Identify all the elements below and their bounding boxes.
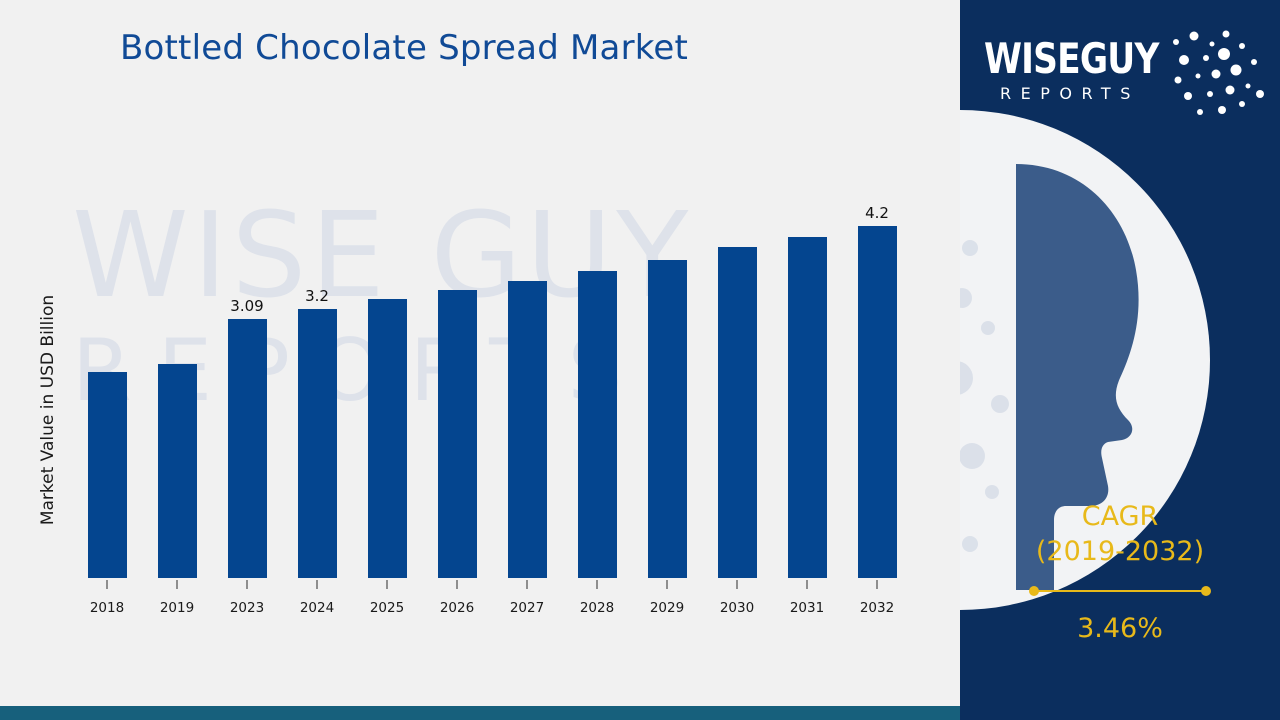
divider-dot-right xyxy=(1201,586,1211,597)
x-axis-tick xyxy=(876,580,878,589)
x-axis-tick xyxy=(456,580,458,589)
x-axis-tick xyxy=(806,580,808,589)
x-axis-tick xyxy=(526,580,528,589)
x-axis-tick xyxy=(596,580,598,589)
x-axis-tick-label: 2030 xyxy=(719,600,755,616)
brand-panel: WISEGUY REPORTS CAGR xyxy=(960,0,1280,720)
bar-value-label: 3.09 xyxy=(230,296,264,315)
x-axis-tick-label: 2031 xyxy=(789,600,825,616)
bar xyxy=(647,259,687,578)
x-axis-tick xyxy=(666,580,668,589)
cagr-label: CAGR xyxy=(1081,501,1159,532)
bar-slot: 2030 xyxy=(702,150,772,616)
bar xyxy=(367,299,407,578)
logo-dot-cluster-icon xyxy=(1173,30,1264,115)
bar-slot: 2028 xyxy=(562,150,632,616)
bar-value-label: 3.2 xyxy=(305,287,329,306)
bar xyxy=(787,237,827,578)
x-axis-tick-label: 2023 xyxy=(229,600,265,616)
cagr-period: (2019-2032) xyxy=(1035,535,1205,567)
footer-strip xyxy=(0,706,960,720)
bar-slot: 2031 xyxy=(772,150,842,616)
bar-slot: 3.2 2024 xyxy=(282,150,352,616)
cagr-block: CAGR (2019-2032) 3.46% xyxy=(960,500,1280,644)
bar xyxy=(507,280,547,578)
x-axis-tick-label: 2027 xyxy=(509,600,545,616)
bar-slot: 2025 xyxy=(352,150,422,616)
bar-slot: 4.2 2032 xyxy=(842,150,912,616)
bar xyxy=(717,247,757,578)
bar-value-label: 4.2 xyxy=(865,203,889,222)
divider-line xyxy=(1034,590,1206,593)
bar xyxy=(297,309,337,578)
bar-slot: 3.09 2023 xyxy=(212,150,282,616)
page-title: Bottled Chocolate Spread Market xyxy=(120,28,689,68)
y-axis-label: Market Value in USD Billion xyxy=(38,294,58,526)
cagr-value: 3.46% xyxy=(1077,613,1163,645)
logo-wordmark: WISEGUY xyxy=(984,34,1159,83)
bar-series: 2018 2019 3.09 2023 3.2 2024 2025 2026 2027 2028 2… xyxy=(72,150,912,616)
x-axis-tick xyxy=(246,580,248,589)
x-axis-tick xyxy=(736,580,738,589)
bar xyxy=(157,364,197,578)
bar xyxy=(227,318,267,578)
x-axis-tick xyxy=(316,580,318,589)
x-axis-tick-label: 2028 xyxy=(579,600,615,616)
wiseguy-logo: WISEGUY REPORTS xyxy=(984,30,1264,118)
bar-slot: 2026 xyxy=(422,150,492,616)
x-axis-tick-label: 2019 xyxy=(159,600,195,616)
x-axis-tick-label: 2024 xyxy=(299,600,335,616)
plot-region: 2018 2019 3.09 2023 3.2 2024 2025 2026 2027 2028 2… xyxy=(72,150,912,616)
x-axis-tick xyxy=(386,580,388,589)
logo-subtitle: REPORTS xyxy=(1000,84,1140,103)
bar xyxy=(577,270,617,578)
bar-slot: 2029 xyxy=(632,150,702,616)
x-axis-tick-label: 2026 xyxy=(439,600,475,616)
bar-slot: 2019 xyxy=(142,150,212,616)
bar xyxy=(87,372,127,578)
bar-slot: 2018 xyxy=(72,150,142,616)
x-axis-tick xyxy=(106,580,108,589)
bar xyxy=(437,290,477,578)
x-axis-tick-label: 2029 xyxy=(649,600,685,616)
x-axis-tick xyxy=(176,580,178,589)
x-axis-tick-label: 2025 xyxy=(369,600,405,616)
x-axis-tick-label: 2018 xyxy=(89,600,125,616)
bar-slot: 2027 xyxy=(492,150,562,616)
head-silhouette-graphic xyxy=(960,164,1139,590)
bar xyxy=(857,225,897,578)
x-axis-tick-label: 2032 xyxy=(859,600,895,616)
chart-area: WISE GUY REPORTS Bottled Chocolate Sprea… xyxy=(0,28,960,720)
cagr-divider xyxy=(1029,585,1211,597)
